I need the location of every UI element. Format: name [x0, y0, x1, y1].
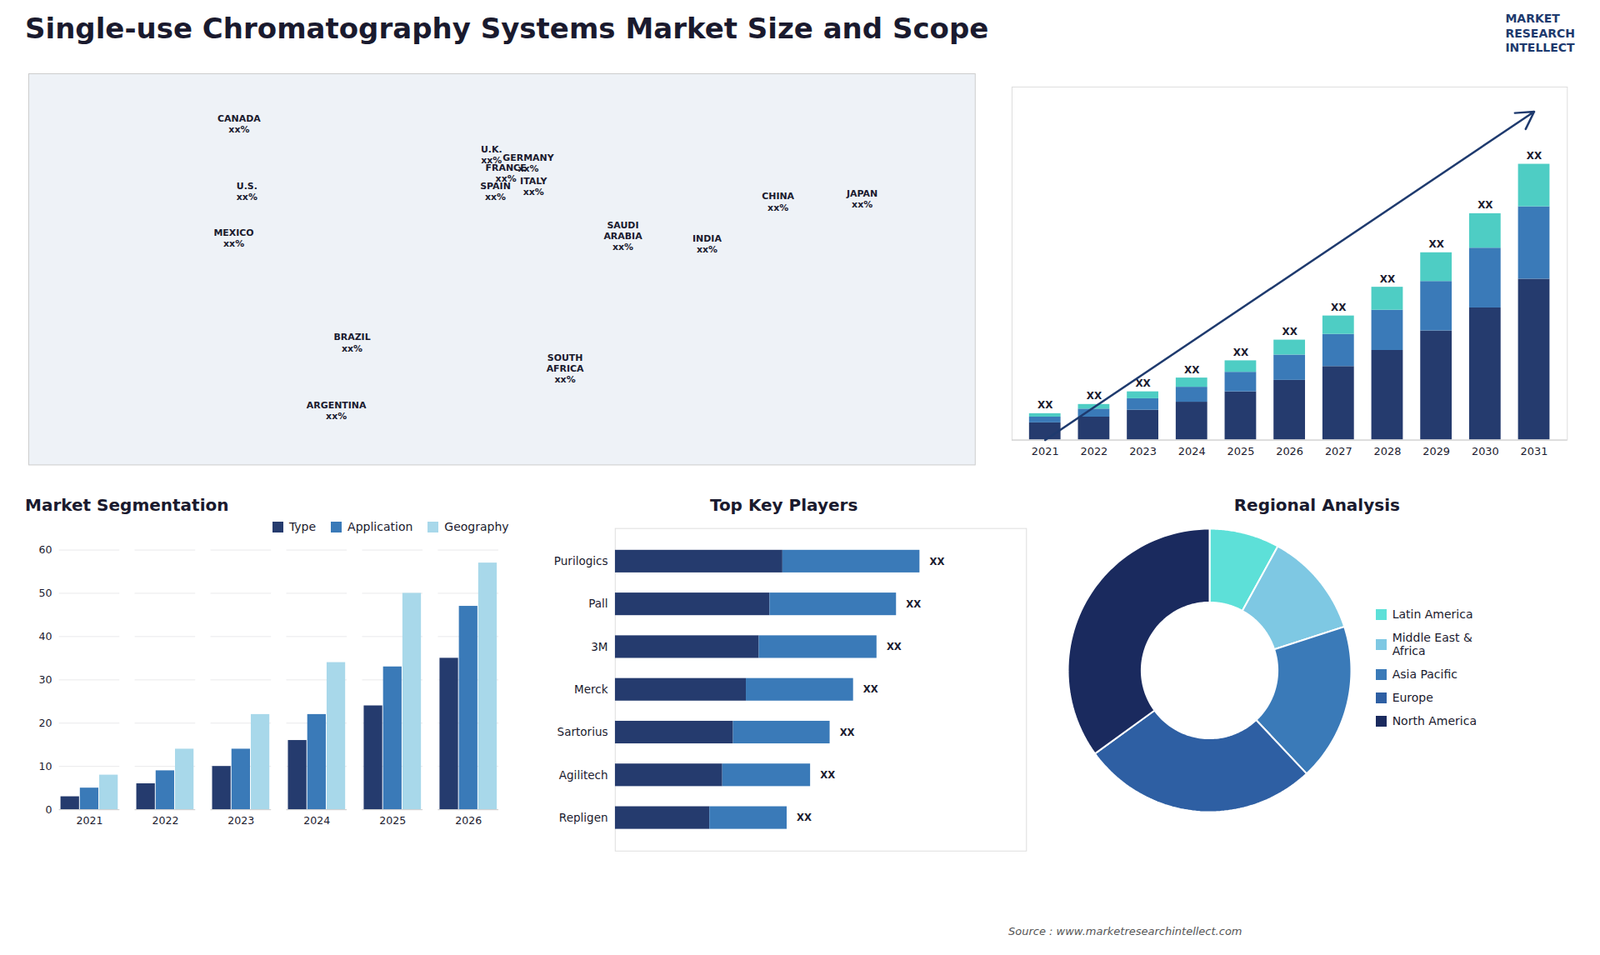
svg-text:ITALYxx%: ITALYxx% [520, 175, 548, 198]
svg-text:CANADAxx%: CANADAxx% [217, 113, 261, 135]
svg-text:XX: XX [1085, 390, 1101, 402]
svg-text:XX: XX [796, 811, 812, 824]
svg-text:JAPANxx%: JAPANxx% [845, 188, 878, 210]
svg-text:2021: 2021 [75, 814, 103, 827]
svg-text:2025: 2025 [379, 814, 406, 827]
svg-text:Merck: Merck [574, 682, 609, 696]
svg-text:XX: XX [905, 598, 921, 610]
svg-text:XX: XX [820, 769, 835, 781]
svg-text:2031: 2031 [1520, 445, 1548, 458]
svg-text:XX: XX [1477, 199, 1493, 211]
svg-text:10: 10 [38, 760, 52, 773]
svg-text:20: 20 [38, 716, 52, 730]
svg-text:XX: XX [1281, 325, 1297, 338]
svg-text:2023: 2023 [227, 814, 255, 827]
svg-text:2024: 2024 [1178, 445, 1206, 458]
svg-text:XX: XX [1232, 346, 1248, 359]
svg-text:SAUDIARABIAxx%: SAUDIARABIAxx% [603, 220, 643, 253]
svg-text:U.S.xx%: U.S.xx% [236, 180, 258, 203]
svg-text:2023: 2023 [1129, 445, 1157, 458]
svg-text:2028: 2028 [1373, 445, 1401, 458]
svg-text:MEXICOxx%: MEXICOxx% [213, 227, 254, 250]
svg-text:2026: 2026 [1275, 445, 1304, 458]
svg-text:Purilogics: Purilogics [553, 554, 608, 568]
svg-text:XX: XX [886, 640, 902, 653]
svg-text:3M: 3M [590, 640, 608, 654]
svg-text:40: 40 [38, 630, 52, 643]
svg-text:SPAINxx%: SPAINxx% [480, 180, 511, 203]
svg-text:XX: XX [1135, 377, 1150, 390]
svg-text:2027: 2027 [1325, 445, 1353, 458]
svg-text:XX: XX [1330, 301, 1346, 314]
svg-text:GERMANYxx%: GERMANYxx% [502, 152, 555, 175]
svg-text:50: 50 [38, 586, 52, 600]
svg-text:2026: 2026 [455, 814, 482, 827]
svg-text:INDIAxx%: INDIAxx% [692, 233, 722, 255]
svg-text:ARGENTINAxx%: ARGENTINAxx% [306, 400, 367, 422]
svg-text:XX: XX [929, 555, 945, 568]
svg-text:0: 0 [45, 803, 52, 816]
svg-text:2030: 2030 [1471, 445, 1500, 458]
svg-text:XX: XX [1380, 273, 1395, 285]
svg-text:CHINAxx%: CHINAxx% [761, 190, 795, 213]
svg-text:2021: 2021 [1031, 445, 1060, 458]
svg-text:Repligen: Repligen [558, 810, 608, 825]
svg-text:2022: 2022 [1080, 445, 1108, 458]
svg-text:BRAZILxx%: BRAZILxx% [333, 331, 370, 354]
svg-text:2024: 2024 [303, 814, 330, 827]
svg-text:SOUTHAFRICAxx%: SOUTHAFRICAxx% [546, 352, 585, 385]
svg-text:30: 30 [38, 673, 52, 686]
svg-text:XX: XX [1184, 364, 1200, 376]
svg-text:2025: 2025 [1226, 445, 1255, 458]
svg-text:XX: XX [1526, 150, 1542, 162]
svg-text:2029: 2029 [1422, 445, 1450, 458]
svg-text:Agilitech: Agilitech [558, 768, 608, 782]
svg-text:XX: XX [1428, 238, 1444, 250]
svg-text:60: 60 [38, 543, 52, 556]
svg-text:Pall: Pall [588, 596, 608, 610]
svg-text:XX: XX [862, 683, 878, 695]
svg-text:XX: XX [839, 726, 855, 739]
svg-text:2022: 2022 [151, 814, 179, 827]
svg-text:XX: XX [1037, 399, 1053, 411]
svg-text:Sartorius: Sartorius [556, 725, 608, 739]
